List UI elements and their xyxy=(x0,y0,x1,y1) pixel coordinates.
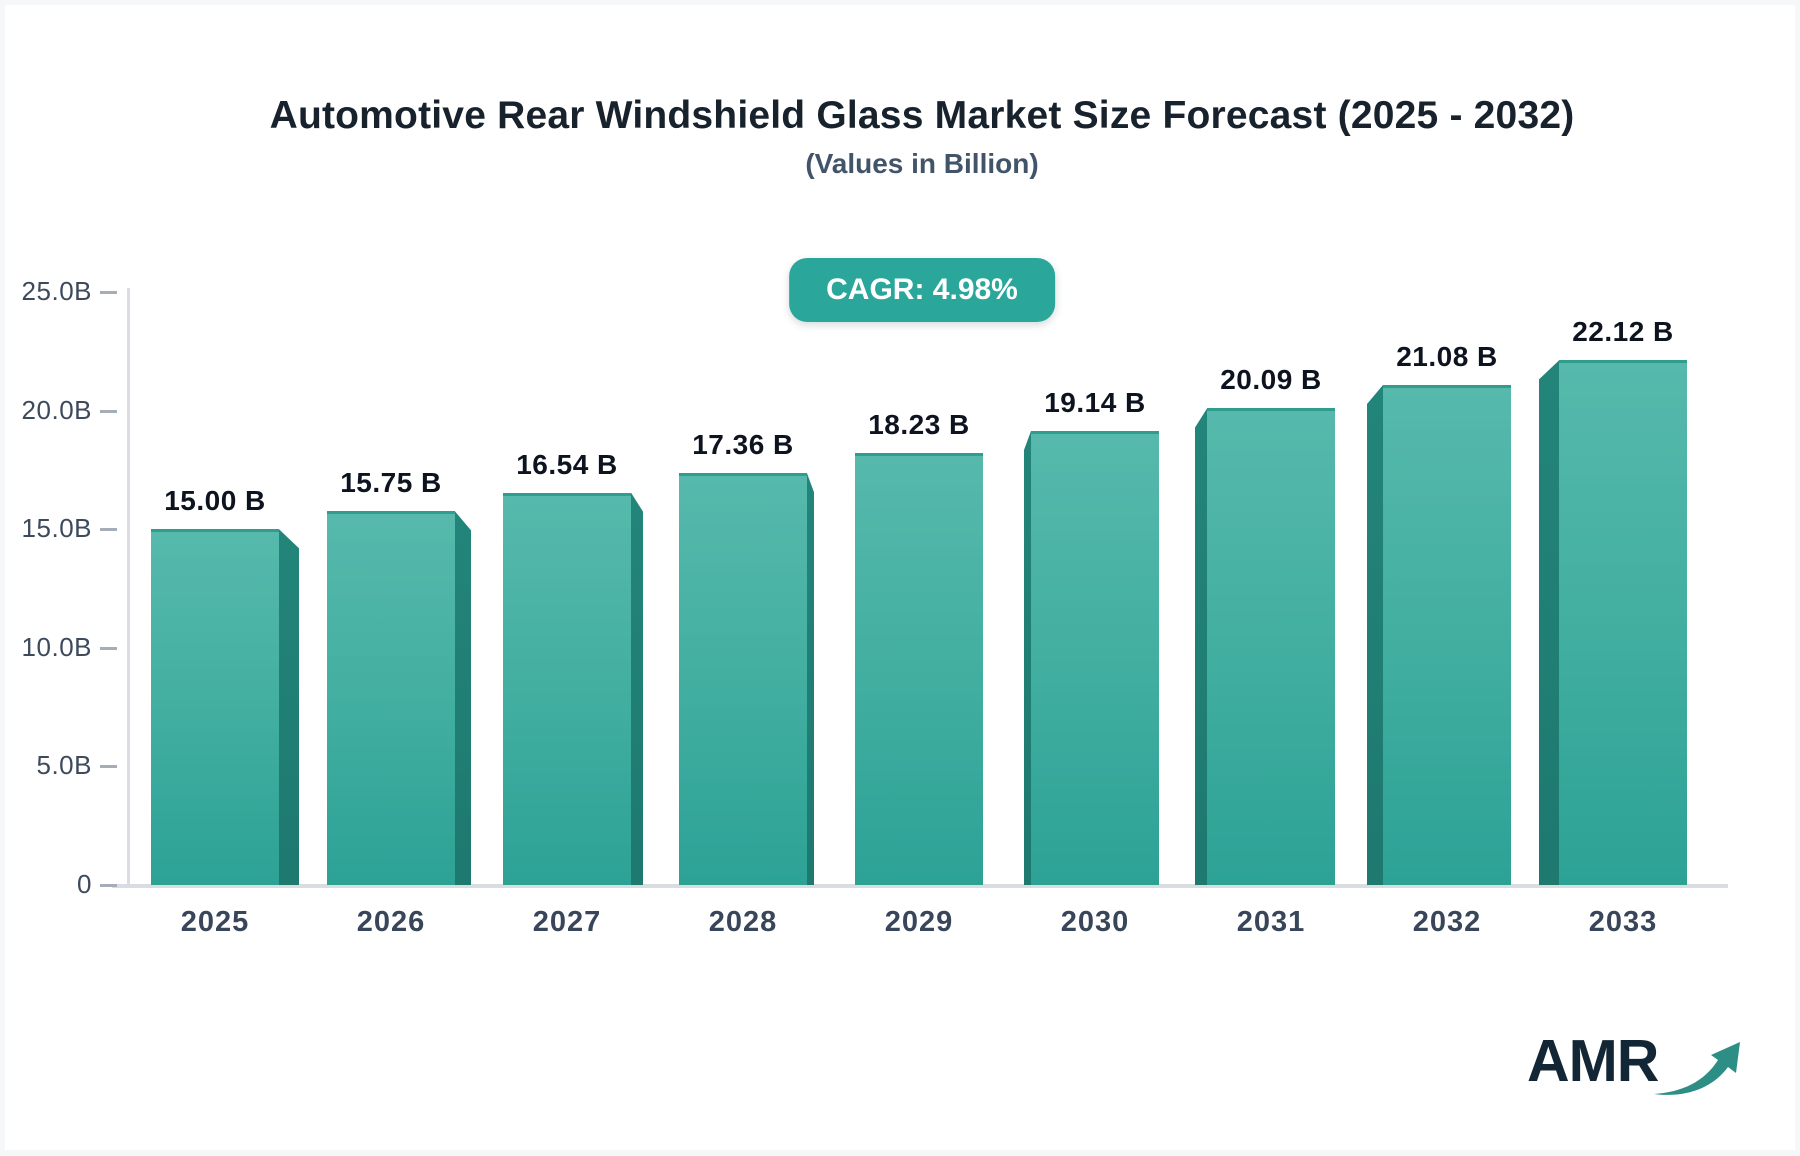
bar-side-2033 xyxy=(1539,360,1559,885)
x-axis-label: 2028 xyxy=(708,906,778,938)
logo-text: AMR xyxy=(1527,1028,1659,1094)
y-axis-tick xyxy=(100,646,117,650)
y-axis-label: 25.0B xyxy=(21,276,92,306)
x-axis-label: 2032 xyxy=(1412,906,1482,938)
bar-2032 xyxy=(1383,384,1511,885)
y-axis-tick xyxy=(100,528,117,532)
y-axis-label: 15.0B xyxy=(21,513,92,544)
bar-2027 xyxy=(503,492,631,885)
x-axis-label: 2031 xyxy=(1236,906,1306,938)
x-axis-line xyxy=(112,884,1728,888)
chart-subtitle: (Values in Billion) xyxy=(805,148,1039,179)
bar-side-2032 xyxy=(1367,384,1383,885)
x-axis-label: 2025 xyxy=(180,906,250,938)
bar-side-2031 xyxy=(1195,408,1207,885)
bar-value-label: 18.23 B xyxy=(868,408,970,440)
bar-2030 xyxy=(1031,430,1159,885)
bar-2031 xyxy=(1207,408,1335,885)
bar-value-label: 22.12 B xyxy=(1572,316,1674,348)
y-axis-tick xyxy=(100,765,117,769)
bar-2028 xyxy=(679,473,807,885)
x-axis-label: 2029 xyxy=(884,906,954,938)
bar-2025 xyxy=(151,529,279,885)
bar-value-label: 20.09 B xyxy=(1220,364,1322,396)
bar-side-2028 xyxy=(807,473,814,885)
bar-side-2026 xyxy=(455,511,471,885)
cagr-badge: CAGR: 4.98% xyxy=(789,258,1055,322)
brand-logo: AMR xyxy=(1527,1032,1748,1100)
y-axis-line xyxy=(127,288,130,887)
bar-side-2025 xyxy=(279,529,299,885)
y-axis-label: 10.0B xyxy=(21,631,92,662)
x-axis-label: 2033 xyxy=(1588,906,1658,938)
bar-2033 xyxy=(1559,360,1687,885)
bar-value-label: 21.08 B xyxy=(1396,340,1498,372)
y-axis-tick xyxy=(100,884,117,887)
bar-value-label: 17.36 B xyxy=(692,429,794,461)
bar-2026 xyxy=(327,511,455,885)
bar-side-2030 xyxy=(1024,430,1031,885)
x-axis-label: 2026 xyxy=(356,906,426,938)
y-axis-label: 5.0B xyxy=(36,750,92,781)
growth-arrow-icon xyxy=(1654,1042,1741,1095)
y-axis-tick xyxy=(100,409,117,413)
y-axis-label: 20.0B xyxy=(21,394,92,425)
bar-value-label: 16.54 B xyxy=(516,448,618,480)
bar-2029 xyxy=(855,452,983,885)
chart-card: Automotive Rear Windshield Glass Market … xyxy=(5,5,1795,1150)
bar-value-label: 15.75 B xyxy=(340,467,442,499)
bar-value-label: 15.00 B xyxy=(164,485,266,517)
y-axis-label: 0 xyxy=(77,869,92,899)
y-axis-tick xyxy=(100,291,117,294)
x-axis-label: 2027 xyxy=(532,906,602,938)
x-axis-label: 2030 xyxy=(1060,906,1130,938)
bar-side-2027 xyxy=(631,492,643,885)
chart-title: Automotive Rear Windshield Glass Market … xyxy=(269,94,1575,137)
bar-value-label: 19.14 B xyxy=(1044,386,1146,418)
